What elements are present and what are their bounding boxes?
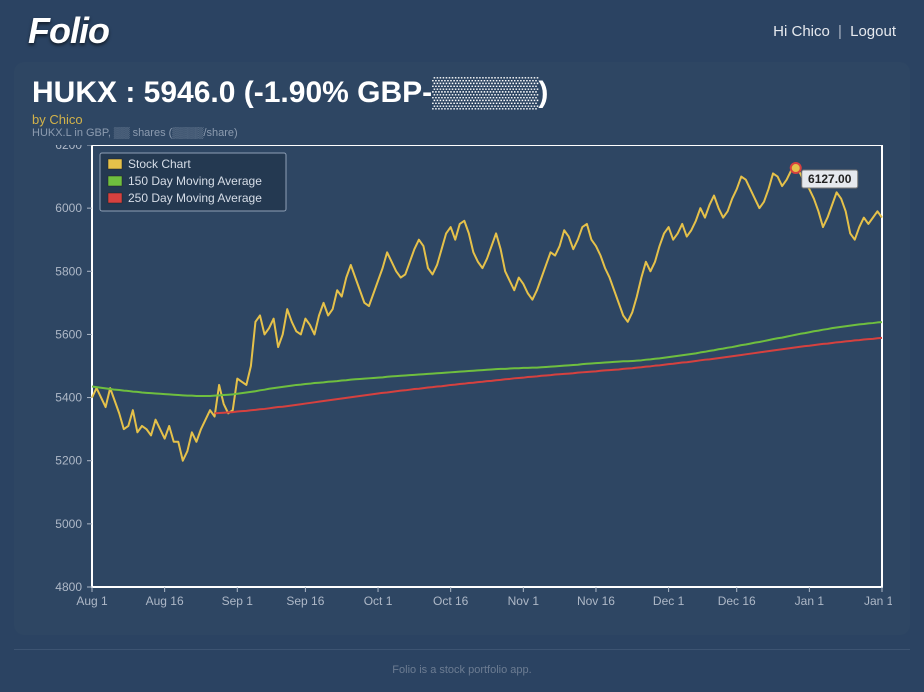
svg-text:Aug 1: Aug 1 xyxy=(76,594,108,608)
svg-text:Nov 16: Nov 16 xyxy=(577,594,615,608)
svg-text:5800: 5800 xyxy=(55,264,82,278)
svg-text:Oct 16: Oct 16 xyxy=(433,594,469,608)
separator: | xyxy=(838,23,842,40)
svg-text:Jan 16: Jan 16 xyxy=(864,594,892,608)
svg-text:Oct 1: Oct 1 xyxy=(364,594,393,608)
logout-link[interactable]: Logout xyxy=(850,23,896,40)
svg-text:Jan 1: Jan 1 xyxy=(795,594,825,608)
svg-text:5600: 5600 xyxy=(55,327,82,341)
svg-text:Stock Chart: Stock Chart xyxy=(128,157,191,171)
svg-text:6127.00: 6127.00 xyxy=(808,172,852,186)
main-panel: HUKX : 5946.0 (-1.90% GBP-▒▒▒▒▒) by Chic… xyxy=(14,62,910,635)
user-box: Hi Chico | Logout xyxy=(773,23,896,40)
svg-text:5000: 5000 xyxy=(55,517,82,531)
svg-text:Dec 1: Dec 1 xyxy=(653,594,685,608)
svg-text:5400: 5400 xyxy=(55,391,82,405)
topbar: Folio Hi Chico | Logout xyxy=(0,0,924,58)
sub-info: HUKX.L in GBP, ▒▒ shares (▒▒▒▒/share) xyxy=(32,127,892,139)
svg-text:6200: 6200 xyxy=(55,145,82,152)
svg-text:Aug 16: Aug 16 xyxy=(146,594,184,608)
svg-text:Sep 16: Sep 16 xyxy=(286,594,324,608)
svg-text:6000: 6000 xyxy=(55,201,82,215)
svg-text:Nov 1: Nov 1 xyxy=(508,594,540,608)
stock-chart[interactable]: 4800 5000 5200 5400 5600 5800 6000 6200 Aug 1 Aug… xyxy=(32,145,892,625)
svg-text:Sep 1: Sep 1 xyxy=(222,594,254,608)
byline: by Chico xyxy=(32,112,892,127)
svg-text:4800: 4800 xyxy=(55,580,82,594)
svg-text:250 Day Moving Average: 250 Day Moving Average xyxy=(128,191,262,205)
svg-text:150 Day Moving Average: 150 Day Moving Average xyxy=(128,174,262,188)
page-title: HUKX : 5946.0 (-1.90% GBP-▒▒▒▒▒) xyxy=(32,76,892,110)
svg-text:Dec 16: Dec 16 xyxy=(718,594,756,608)
greeting-text: Hi Chico xyxy=(773,23,830,40)
app-logo: Folio xyxy=(28,10,109,52)
svg-text:5200: 5200 xyxy=(55,454,82,468)
chart-svg: 4800 5000 5200 5400 5600 5800 6000 6200 Aug 1 Aug… xyxy=(32,145,892,625)
footer-text: Folio is a stock portfolio app. xyxy=(0,650,924,684)
